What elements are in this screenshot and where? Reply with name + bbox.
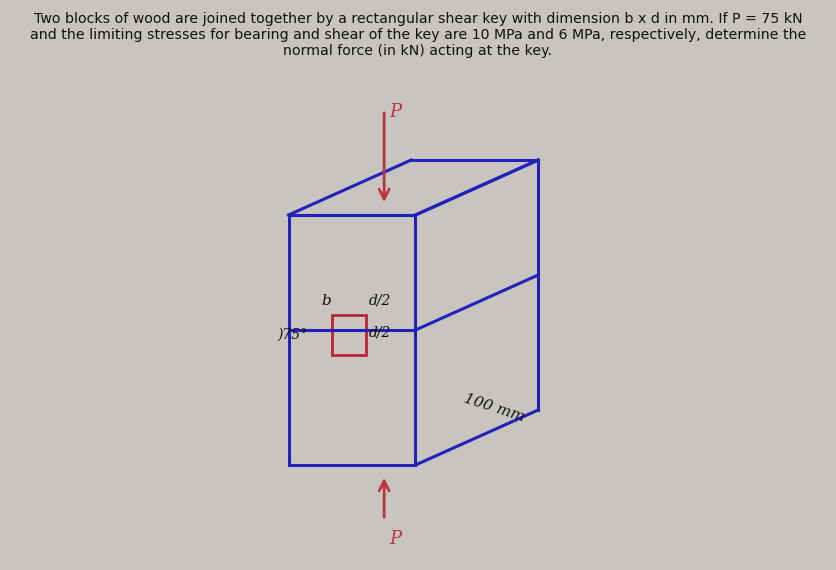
Text: P: P	[390, 103, 401, 121]
Text: P: P	[390, 530, 401, 548]
Text: )75°: )75°	[278, 328, 308, 342]
Text: 100 mm: 100 mm	[462, 392, 527, 425]
Bar	[332, 315, 365, 355]
Text: b: b	[322, 294, 331, 308]
Text: d/2: d/2	[369, 294, 391, 308]
Text: Two blocks of wood are joined together by a rectangular shear key with dimension: Two blocks of wood are joined together b…	[30, 12, 806, 58]
Text: d/2: d/2	[369, 325, 391, 339]
